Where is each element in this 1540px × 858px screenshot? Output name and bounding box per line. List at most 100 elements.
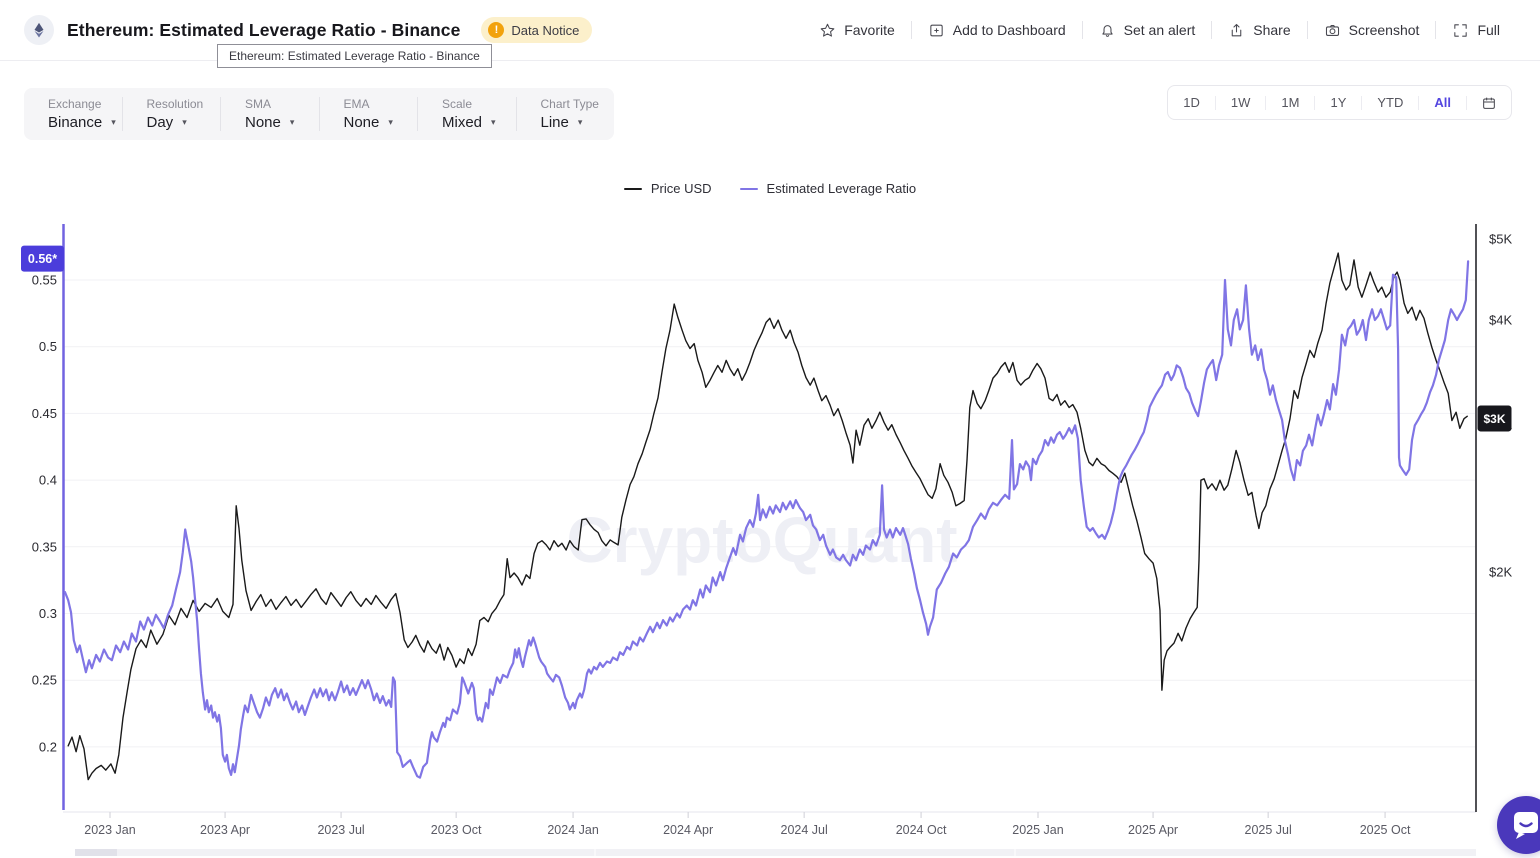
data-notice-badge[interactable]: ! Data Notice	[481, 17, 593, 43]
left-axis-tick-label: 0.35	[32, 539, 57, 554]
divider	[1214, 95, 1216, 110]
divider	[1361, 95, 1363, 110]
sma-label: SMA	[245, 97, 272, 111]
chart-legend: Price USD Estimated Leverage Ratio	[0, 181, 1540, 196]
fullscreen-button[interactable]: Full	[1436, 22, 1516, 39]
set-alert-button[interactable]: Set an alert	[1083, 22, 1212, 39]
add-to-dashboard-label: Add to Dashboard	[952, 22, 1066, 38]
bell-icon	[1102, 24, 1113, 37]
chevron-down-icon: ▾	[182, 117, 187, 127]
right-axis-tick-label: $5K	[1489, 232, 1512, 247]
divider	[1306, 21, 1308, 39]
screenshot-label: Screenshot	[1348, 22, 1420, 38]
ema-value: None	[343, 114, 380, 131]
ema-dropdown[interactable]: EMA None ▾	[320, 97, 418, 131]
range-1d[interactable]: 1D	[1183, 95, 1200, 110]
divider	[1466, 95, 1467, 110]
set-alert-label: Set an alert	[1123, 22, 1196, 38]
chart-canvas[interactable]: 0.55 0.5 0.45 0.4 0.35 0.3 0.25 0.2 $5K $4K $3K $2K…	[0, 208, 1540, 858]
divider	[1211, 21, 1213, 39]
elr-current-value: 0.56*	[28, 252, 57, 266]
elr-line-swatch	[739, 187, 758, 190]
chart-type-label: Chart Type	[540, 97, 599, 111]
share-icon	[1231, 23, 1242, 36]
left-axis-tick-label: 0.55	[32, 273, 57, 288]
star-icon	[820, 23, 835, 37]
x-axis-tick-label: 2023 Apr	[200, 823, 250, 837]
scale-dropdown[interactable]: Scale Mixed ▾	[418, 97, 516, 131]
divider	[318, 97, 320, 131]
price-current-badge	[1477, 405, 1512, 432]
add-dashboard-icon	[930, 24, 943, 36]
exclamation-icon: !	[488, 22, 505, 38]
x-axis-tick-label: 2025 Jul	[1245, 823, 1292, 837]
navigator-handle[interactable]	[75, 849, 117, 856]
legend-item-price-usd[interactable]: Price USD	[623, 181, 712, 196]
chart-settings-toolbar: Exchange Binance ▾ Resolution Day ▾ SMA No…	[24, 88, 614, 140]
x-axis-tick-label: 2024 Apr	[663, 823, 713, 837]
range-1y[interactable]: 1Y	[1330, 95, 1347, 110]
divider	[1081, 21, 1083, 39]
chart-type-dropdown[interactable]: Chart Type Line ▾	[517, 97, 615, 131]
chevron-down-icon: ▾	[577, 117, 583, 127]
share-label: Share	[1253, 22, 1291, 38]
ema-label: EMA	[343, 97, 370, 111]
chevron-down-icon: ▾	[111, 117, 116, 127]
divider	[121, 97, 123, 131]
scale-label: Scale	[442, 97, 473, 111]
add-to-dashboard-button[interactable]: Add to Dashboard	[912, 22, 1082, 39]
favorite-label: Favorite	[844, 22, 895, 38]
share-button[interactable]: Share	[1212, 22, 1306, 39]
ethereum-icon	[24, 15, 54, 45]
data-notice-label: Data Notice	[511, 22, 580, 38]
left-axis-tick-label: 0.45	[32, 406, 57, 421]
range-1w[interactable]: 1W	[1230, 95, 1251, 110]
x-axis-tick-label: 2023 Jan	[84, 823, 135, 837]
x-axis-tick-label: 2024 Jul	[781, 823, 828, 837]
sma-value: None	[245, 114, 281, 131]
legend-item-elr[interactable]: Estimated Leverage Ratio	[739, 181, 917, 196]
chat-support-button[interactable]	[1497, 796, 1540, 854]
calendar-button[interactable]	[1467, 95, 1511, 111]
camera-icon	[1325, 24, 1339, 36]
fullscreen-label: Full	[1477, 22, 1500, 38]
x-axis-tick-label: 2023 Oct	[431, 823, 482, 837]
resolution-label: Resolution	[146, 97, 204, 111]
left-axis-tick-label: 0.5	[39, 339, 57, 354]
divider	[1314, 95, 1316, 110]
divider	[1435, 21, 1437, 39]
price-line	[67, 252, 1468, 781]
range-1m[interactable]: 1M	[1281, 95, 1300, 110]
left-axis-tick-label: 0.4	[39, 473, 57, 488]
legend-elr-label: Estimated Leverage Ratio	[766, 181, 917, 196]
chart-type-value: Line	[540, 114, 569, 131]
chat-bubble-icon	[1514, 812, 1538, 839]
exchange-value: Binance	[48, 114, 103, 131]
x-axis-tick-label: 2025 Oct	[1360, 823, 1411, 837]
chevron-down-icon: ▾	[388, 117, 393, 127]
scale-value: Mixed	[442, 114, 483, 131]
chevron-down-icon: ▾	[289, 117, 295, 127]
divider	[1265, 95, 1267, 110]
x-axis-tick-label: 2024 Jan	[547, 823, 598, 837]
elr-current-badge	[21, 245, 64, 272]
navigator-strip[interactable]	[75, 849, 1476, 856]
fullscreen-icon	[1454, 23, 1468, 37]
screenshot-button[interactable]: Screenshot	[1308, 22, 1436, 39]
sma-dropdown[interactable]: SMA None ▾	[221, 97, 319, 131]
legend-price-label: Price USD	[650, 181, 712, 196]
left-axis-tick-label: 0.2	[39, 739, 57, 754]
x-axis-tick-label: 2024 Oct	[896, 823, 947, 837]
calendar-icon	[1483, 97, 1495, 109]
favorite-button[interactable]: Favorite	[803, 22, 911, 39]
range-all[interactable]: All	[1434, 95, 1451, 110]
right-axis-tick-label: $4K	[1489, 313, 1512, 328]
divider	[220, 97, 221, 131]
exchange-dropdown[interactable]: Exchange Binance ▾	[24, 97, 122, 131]
range-ytd[interactable]: YTD	[1377, 95, 1404, 110]
header-actions: Favorite Add to Dashboard Set an alert S…	[803, 21, 1516, 39]
resolution-dropdown[interactable]: Resolution Day ▾	[123, 97, 221, 131]
left-axis-tick-label: 0.3	[39, 606, 57, 621]
x-axis-tick-label: 2025 Apr	[1128, 823, 1178, 837]
divider	[417, 97, 418, 131]
